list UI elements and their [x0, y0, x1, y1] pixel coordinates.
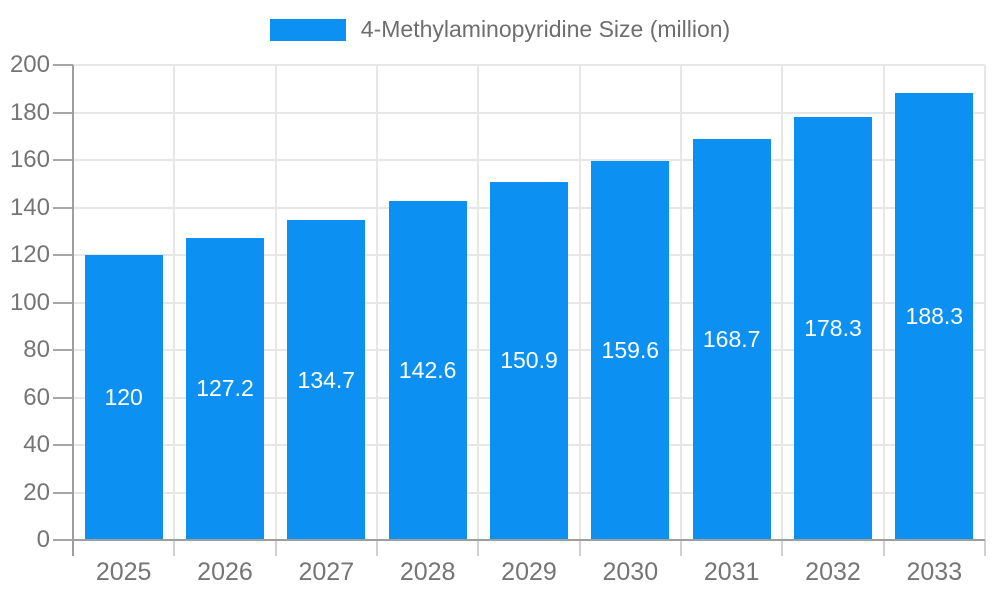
gridline-v: [680, 65, 682, 540]
x-tick: [882, 540, 885, 556]
bar[interactable]: 168.7: [692, 139, 771, 540]
gridline-v: [173, 65, 176, 540]
y-tick: [53, 396, 73, 399]
gridline-v: [781, 65, 784, 540]
gridline-v: [274, 65, 277, 540]
bar[interactable]: 150.9: [490, 181, 568, 540]
y-tick: [53, 444, 73, 446]
x-tick: [173, 540, 176, 556]
bar[interactable]: 178.3: [794, 116, 872, 540]
bar-value-label: 127.2: [196, 375, 254, 402]
y-axis-label: 40: [23, 431, 50, 458]
x-axis-line: [73, 539, 985, 541]
y-tick: [53, 349, 73, 351]
gridline-h: [73, 159, 985, 161]
gridline-v: [477, 65, 480, 540]
bar-value-label: 150.9: [500, 347, 558, 374]
x-axis-label: 2028: [399, 558, 456, 586]
bar-value-label: 168.7: [702, 326, 761, 353]
y-axis-label: 100: [9, 288, 50, 316]
y-axis-label: 120: [9, 241, 50, 268]
x-axis-label: 2029: [501, 558, 557, 586]
y-axis-label: 180: [9, 98, 50, 126]
x-axis-label: 2030: [602, 558, 659, 586]
y-axis-label: 0: [36, 526, 50, 553]
bar-value-label: 188.3: [905, 302, 964, 329]
y-tick: [53, 206, 73, 209]
gridline-v: [882, 65, 885, 540]
bar[interactable]: 120: [84, 255, 163, 540]
y-axis-line: [72, 65, 74, 556]
bar-value-label: 159.6: [601, 336, 660, 363]
y-axis-label: 60: [23, 383, 50, 411]
bar[interactable]: 159.6: [591, 160, 670, 540]
legend-label: 4-Methylaminopyridine Size (million): [360, 16, 731, 42]
bar-value-label: 142.6: [398, 357, 457, 384]
x-tick: [274, 540, 277, 556]
y-axis-label: 80: [23, 336, 50, 363]
x-tick: [680, 540, 682, 556]
x-axis-label: 2032: [805, 558, 861, 586]
x-tick: [984, 540, 986, 556]
x-axis-label: 2025: [95, 558, 152, 586]
x-axis-label: 2027: [298, 558, 355, 586]
bar[interactable]: 188.3: [895, 92, 974, 540]
x-axis-label: 2033: [906, 558, 963, 586]
bar-value-label: 178.3: [804, 314, 862, 341]
x-axis-label: 2031: [703, 558, 760, 586]
gridline-v: [376, 65, 378, 540]
bar[interactable]: 134.7: [287, 220, 366, 540]
gridline-v: [578, 65, 581, 540]
x-tick: [477, 540, 480, 556]
y-tick: [53, 539, 73, 541]
y-axis-label: 200: [9, 51, 50, 78]
bar-value-label: 120: [104, 384, 143, 410]
x-tick: [781, 540, 784, 556]
y-axis-label: 20: [23, 478, 50, 506]
gridline-h: [73, 64, 985, 66]
bar-value-label: 134.7: [297, 366, 356, 393]
legend[interactable]: 4-Methylaminopyridine Size (million): [0, 16, 1000, 43]
y-tick: [53, 254, 73, 256]
x-tick: [376, 540, 378, 556]
bar[interactable]: 142.6: [388, 201, 467, 540]
gridline-h: [73, 111, 985, 114]
y-axis-label: 140: [9, 193, 50, 221]
y-tick: [53, 111, 73, 114]
y-tick: [53, 301, 73, 304]
x-axis-label: 2026: [197, 558, 253, 586]
bar[interactable]: 127.2: [186, 237, 264, 540]
legend-swatch[interactable]: [269, 18, 346, 41]
x-tick: [578, 540, 581, 556]
y-tick: [53, 491, 73, 494]
y-tick: [53, 64, 73, 66]
y-tick: [53, 159, 73, 161]
gridline-v: [984, 65, 986, 540]
y-axis-label: 160: [9, 146, 50, 173]
